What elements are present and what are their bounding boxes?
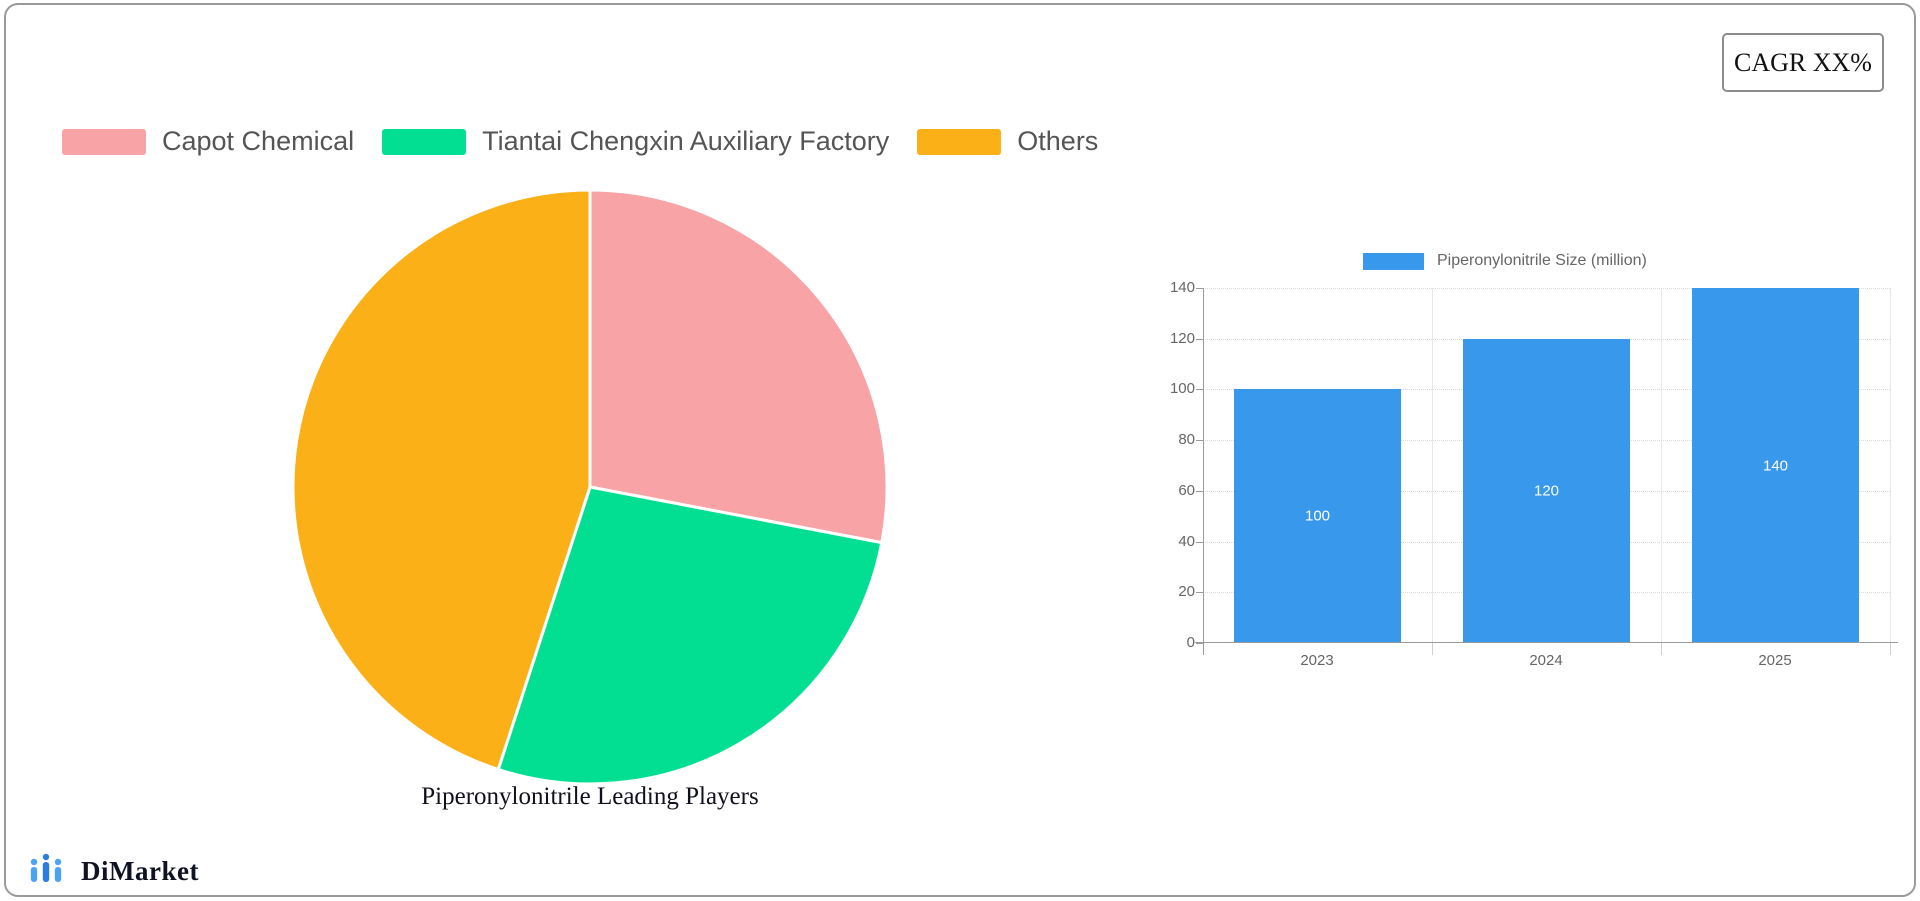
x-tick-label-2025: 2025 — [1758, 652, 1792, 669]
y-axis-tick — [1196, 389, 1203, 391]
y-axis-tick — [1196, 490, 1203, 492]
x-axis — [1195, 642, 1898, 643]
bar-legend-label: Piperonylonitrile Size (million) — [1437, 252, 1647, 269]
y-tick-label: 60 — [1178, 482, 1195, 499]
x-axis-tick — [1661, 643, 1662, 655]
bar-plot-area: 100 120 140 — [1195, 288, 1898, 655]
x-tick-label-2023: 2023 — [1300, 652, 1334, 669]
y-tick-label: 20 — [1178, 583, 1195, 600]
pie-slice-3 — [291, 188, 592, 771]
pie-title: Piperonylonitrile Leading Players — [421, 783, 759, 810]
legend-swatch-capot-chemical — [62, 128, 146, 155]
y-axis-tick — [1196, 338, 1203, 340]
y-axis-tick — [1196, 440, 1203, 442]
gridline-vertical — [1890, 288, 1891, 643]
cagr-badge: CAGR XX% — [1722, 33, 1884, 92]
bar-2023: 100 — [1234, 389, 1401, 643]
pie-svg — [291, 188, 889, 786]
y-axis-tick — [1196, 643, 1203, 644]
bar-chart-legend: Piperonylonitrile Size (million) — [1363, 252, 1647, 270]
gridline-vertical — [1432, 288, 1433, 643]
y-tick-label: 0 — [1186, 634, 1195, 651]
bar-value-label: 120 — [1533, 482, 1560, 500]
y-axis-tick — [1196, 592, 1203, 594]
pie-slice-1 — [588, 188, 889, 545]
y-tick-label: 140 — [1169, 279, 1195, 296]
legend-swatch-others — [917, 128, 1002, 155]
bar-value-label: 100 — [1304, 507, 1331, 525]
legend-item-others: Others — [917, 126, 1098, 157]
pie-legend: Capot Chemical Tiantai Chengxin Auxiliar… — [62, 126, 1098, 157]
y-axis-tick — [1196, 288, 1203, 289]
y-tick-label: 120 — [1169, 330, 1195, 347]
legend-label: Others — [1017, 126, 1099, 156]
bar-2024: 120 — [1463, 338, 1630, 643]
bar-2025: 140 — [1692, 288, 1859, 643]
y-tick-label: 100 — [1169, 380, 1195, 397]
pie-chart — [285, 182, 895, 792]
gridline-horizontal — [1203, 288, 1890, 289]
gridline-vertical — [1661, 288, 1662, 643]
x-axis-tick — [1432, 643, 1433, 655]
bar-value-label: 140 — [1762, 457, 1789, 474]
bar-chart-icon — [27, 853, 73, 890]
dimarket-logo: DiMarket — [27, 853, 199, 890]
brand-name: DiMarket — [81, 856, 199, 886]
pie-slice-2 — [496, 485, 884, 786]
x-axis-tick — [1890, 643, 1891, 655]
x-tick-label-2024: 2024 — [1529, 652, 1563, 669]
y-axis-tick — [1196, 541, 1203, 543]
y-axis — [1203, 288, 1204, 655]
cagr-label: CAGR XX% — [1734, 47, 1872, 77]
legend-swatch-tiantai-chengxin — [382, 128, 467, 155]
y-tick-label: 80 — [1178, 431, 1195, 448]
legend-item-tiantai-chengxin: Tiantai Chengxin Auxiliary Factory — [382, 126, 889, 157]
legend-label: Tiantai Chengxin Auxiliary Factory — [482, 126, 890, 156]
y-tick-label: 40 — [1178, 533, 1195, 550]
bar-legend-swatch — [1363, 252, 1424, 270]
legend-label: Capot Chemical — [162, 126, 355, 156]
legend-item-capot-chemical: Capot Chemical — [62, 126, 354, 157]
